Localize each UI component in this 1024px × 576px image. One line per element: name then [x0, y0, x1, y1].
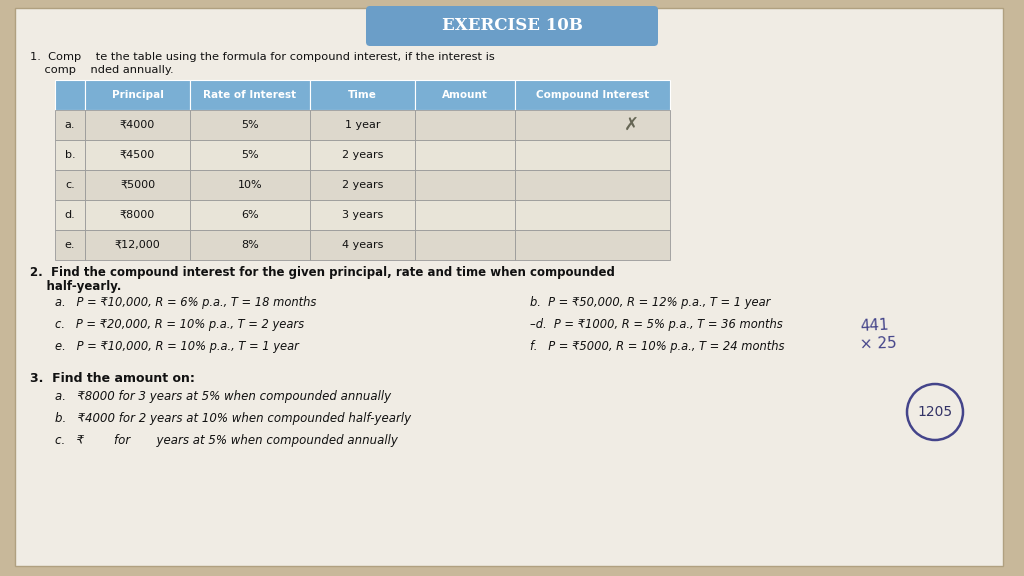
Bar [190, 170, 310, 200]
Bar [85, 110, 190, 140]
FancyBboxPatch shape [15, 8, 1002, 566]
Bar [515, 230, 670, 260]
Bar [55, 80, 85, 110]
Bar [310, 170, 415, 200]
Text: × 25: × 25 [860, 336, 897, 353]
Text: b.: b. [65, 150, 76, 160]
Text: e.   P = ₹10,000, R = 10% p.a., T = 1 year: e. P = ₹10,000, R = 10% p.a., T = 1 year [55, 340, 299, 353]
Text: Time: Time [348, 90, 377, 100]
Text: comp    nded annually.: comp nded annually. [30, 65, 174, 75]
Text: ₹12,000: ₹12,000 [115, 240, 161, 250]
Text: EXERCISE 10B: EXERCISE 10B [441, 17, 583, 35]
Text: 3.  Find the amount on:: 3. Find the amount on: [30, 372, 195, 385]
Text: Amount: Amount [442, 90, 488, 100]
Bar [515, 140, 670, 170]
Bar [85, 200, 190, 230]
Text: 6%: 6% [242, 210, 259, 220]
Bar [310, 140, 415, 170]
Bar [190, 230, 310, 260]
Text: 5%: 5% [242, 120, 259, 130]
Bar [55, 110, 85, 140]
Bar [55, 230, 85, 260]
Bar [415, 140, 515, 170]
Bar [515, 110, 670, 140]
Bar [190, 140, 310, 170]
Text: –d.  P = ₹1000, R = 5% p.a., T = 36 months: –d. P = ₹1000, R = 5% p.a., T = 36 month… [530, 318, 782, 331]
Text: ₹4500: ₹4500 [120, 150, 155, 160]
Text: b.  P = ₹50,000, R = 12% p.a., T = 1 year: b. P = ₹50,000, R = 12% p.a., T = 1 year [530, 296, 770, 309]
Text: c.   P = ₹20,000, R = 10% p.a., T = 2 years: c. P = ₹20,000, R = 10% p.a., T = 2 year… [55, 318, 304, 331]
Text: 441: 441 [860, 318, 890, 335]
Text: Principal: Principal [112, 90, 164, 100]
Text: b.   ₹4000 for 2 years at 10% when compounded half-yearly: b. ₹4000 for 2 years at 10% when compoun… [55, 412, 411, 425]
Bar [310, 200, 415, 230]
Bar [55, 200, 85, 230]
Text: 5%: 5% [242, 150, 259, 160]
Bar [515, 170, 670, 200]
Bar [310, 110, 415, 140]
Text: c.   ₹        for       years at 5% when compounded annually: c. ₹ for years at 5% when compounded ann… [55, 434, 398, 447]
Text: d.: d. [65, 210, 76, 220]
Bar [55, 140, 85, 170]
Bar [415, 230, 515, 260]
Bar [85, 80, 190, 110]
Bar [85, 170, 190, 200]
Text: 10%: 10% [238, 180, 262, 190]
Text: ✗: ✗ [624, 116, 639, 134]
Bar [190, 200, 310, 230]
Bar [310, 80, 415, 110]
Text: ₹8000: ₹8000 [120, 210, 155, 220]
Text: e.: e. [65, 240, 75, 250]
Bar [190, 110, 310, 140]
Text: half-yearly.: half-yearly. [30, 280, 122, 293]
Text: 4 years: 4 years [342, 240, 383, 250]
Bar [310, 230, 415, 260]
Bar [415, 200, 515, 230]
Bar [415, 80, 515, 110]
Text: 1.  Comp    te the table using the formula for compound interest, if the interes: 1. Comp te the table using the formula f… [30, 52, 495, 62]
Bar [85, 140, 190, 170]
Text: f.   P = ₹5000, R = 10% p.a., T = 24 months: f. P = ₹5000, R = 10% p.a., T = 24 month… [530, 340, 784, 353]
Text: 2 years: 2 years [342, 150, 383, 160]
Text: Rate of Interest: Rate of Interest [204, 90, 297, 100]
Bar [415, 110, 515, 140]
Text: a.   ₹8000 for 3 years at 5% when compounded annually: a. ₹8000 for 3 years at 5% when compound… [55, 390, 391, 403]
Text: c.: c. [66, 180, 75, 190]
Text: 1205: 1205 [918, 405, 952, 419]
Text: 2 years: 2 years [342, 180, 383, 190]
Text: 1 year: 1 year [345, 120, 380, 130]
Text: a.   P = ₹10,000, R = 6% p.a., T = 18 months: a. P = ₹10,000, R = 6% p.a., T = 18 mont… [55, 296, 316, 309]
Text: Compound Interest: Compound Interest [536, 90, 649, 100]
Bar [190, 80, 310, 110]
Text: a.: a. [65, 120, 75, 130]
Text: 3 years: 3 years [342, 210, 383, 220]
Bar [55, 170, 85, 200]
Text: 2.  Find the compound interest for the given principal, rate and time when compo: 2. Find the compound interest for the gi… [30, 266, 614, 279]
Text: ₹4000: ₹4000 [120, 120, 155, 130]
Bar [515, 200, 670, 230]
Text: 8%: 8% [241, 240, 259, 250]
Text: ₹5000: ₹5000 [120, 180, 155, 190]
Bar [85, 230, 190, 260]
FancyBboxPatch shape [366, 6, 658, 46]
Bar [515, 80, 670, 110]
Bar [415, 170, 515, 200]
